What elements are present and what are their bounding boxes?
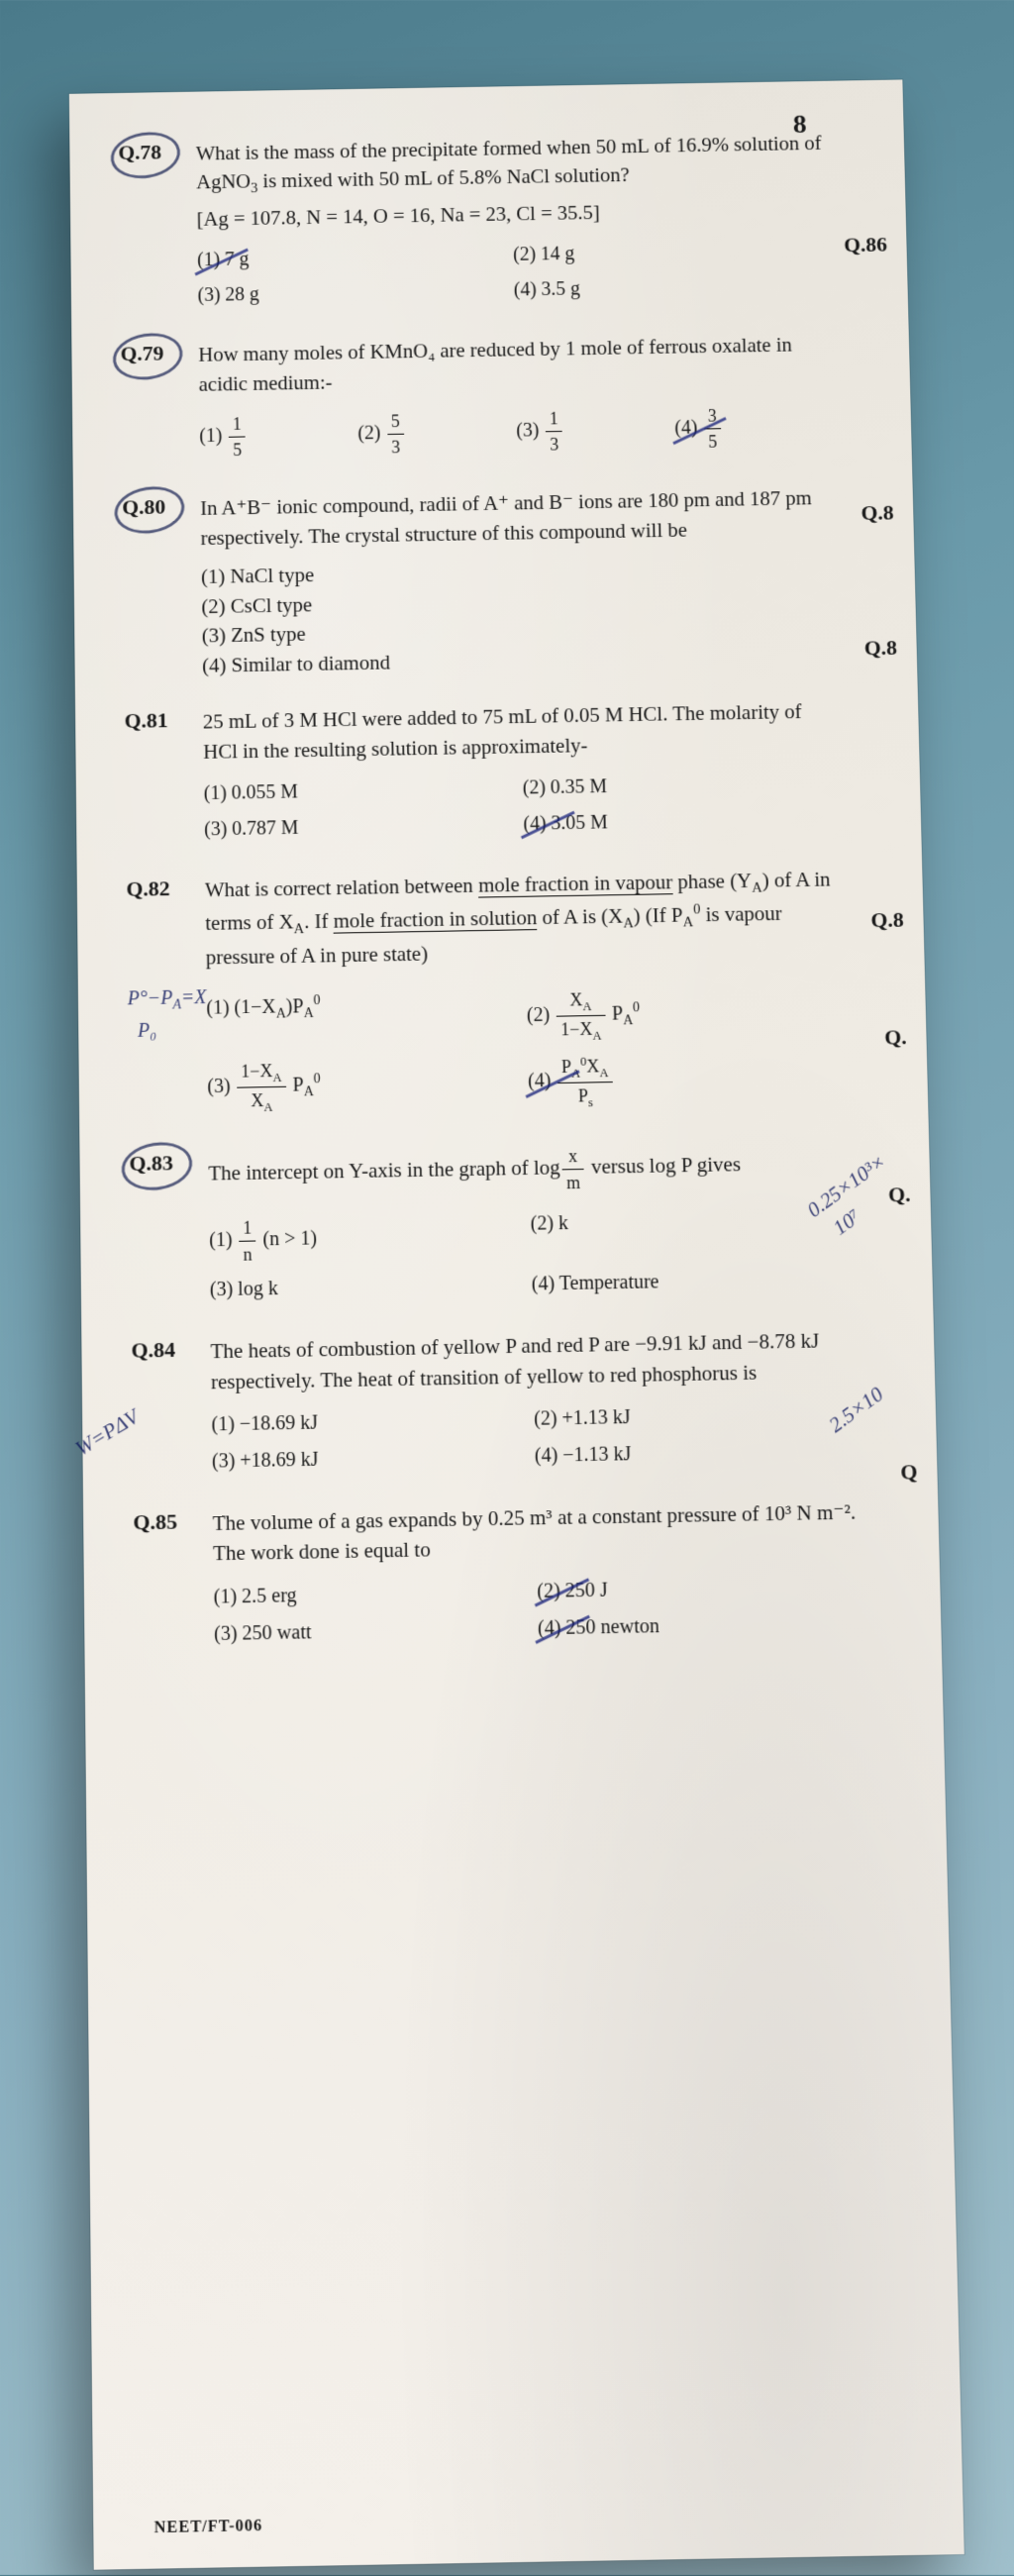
option-3: (3) +18.69 kJ [212,1438,535,1481]
option-2: (2) 14 g [513,233,830,273]
option-2: (2) 0.35 M [522,765,842,806]
option-1: (1) 1n (n > 1) [209,1206,532,1273]
option-2: (2) 250 J [537,1568,861,1610]
question-79: Q.79 How many moles of KMnO₄ are reduced… [120,330,843,468]
option-3: (3) 0.787 M [204,806,524,848]
right-q-label: Q.8 [863,635,897,661]
options: (1) 1n (n > 1) (2) k (3) log k (4) Tempe… [209,1200,854,1308]
q-text: The heats of combustion of yellow P and … [210,1325,858,1481]
option-3: (3) 28 g [197,273,514,314]
option-4: (4) 35 [674,397,834,459]
option-1: P°−PA=X P₀ (1) (1−XA)PA0 [206,984,527,1056]
option-1: (1) 15 [199,406,358,467]
q-number: Q.79 [120,341,194,366]
question-80: Q.80 In A⁺B⁻ ionic compound, radii of A⁺… [122,483,849,681]
option-1: (1) 7 g [197,238,514,278]
option-4: (4) PA0XAPs [528,1044,850,1116]
q-text: 25 mL of 3 M HCl were added to 75 mL of … [203,696,843,848]
option-2: (2) XA1−XA PA0 [526,979,848,1050]
q-text: How many moles of KMnO₄ are reduced by 1… [198,330,834,467]
options: (1) 2.5 erg (2) 250 J (3) 250 watt (4) 2… [213,1568,862,1653]
handwriting: P°−PA=X P₀ [128,984,208,1046]
options: (1) −18.69 kJ (2) +1.13 kJ (3) +18.69 kJ… [211,1395,858,1481]
question-82: Q.82 What is correct relation between mo… [126,864,859,1123]
option-1: (1) −18.69 kJ [211,1401,534,1444]
option-4: (4) −1.13 kJ [535,1432,859,1475]
option-2: (2) 53 [357,403,517,464]
option-4: (4) Temperature [531,1261,854,1303]
right-q-label: Q. [884,1024,907,1050]
q-number: Q.81 [125,707,200,734]
option-1: (1) 0.055 M [204,771,524,812]
option-2: (2) +1.13 kJ [534,1395,857,1438]
q-text: In A⁺B⁻ ionic compound, radii of A⁺ and … [200,483,839,680]
q-number: Q.85 [133,1508,209,1536]
option-1: (1) 2.5 erg [213,1574,537,1616]
option-3: (3) log k [210,1267,532,1309]
options: P°−PA=X P₀ (1) (1−XA)PA0 (2) XA1−XA PA0 … [206,979,849,1121]
q-number: Q.80 [122,494,196,521]
q-number: Q.78 [118,140,192,165]
right-q-label: Q [900,1459,918,1485]
footer-code: NEET/FT-006 [154,2518,263,2538]
question-83: Q.83 The intercept on Y-axis in the grap… [129,1138,863,1310]
q-text: What is correct relation between mole fr… [205,865,850,1122]
option-3: (3) 13 [516,400,675,462]
option-3: (3) 250 watt [214,1610,538,1653]
option-3: (3) 1−XAXA PA0 [207,1050,529,1122]
right-q-label: Q.86 [844,232,887,258]
options: (1) 0.055 M (2) 0.35 M (3) 0.787 M (4) 3… [204,765,844,848]
question-84: Q.84 The heats of combustion of yellow P… [131,1325,867,1482]
q-number: Q.83 [129,1150,204,1177]
q-number: Q.82 [126,876,201,902]
data-line: [Ag = 107.8, N = 14, O = 16, Na = 23, Cl… [196,194,828,234]
q-text: The volume of a gas expands by 0.25 m³ a… [213,1496,862,1653]
right-q-label: Q.8 [861,500,894,526]
options: (1) NaCl type (2) CsCl type (3) ZnS type… [201,552,839,680]
right-q-label: Q.8 [870,907,904,933]
question-85: Q.85 The volume of a gas expands by 0.25… [133,1496,871,1654]
q-number: Q.84 [131,1336,206,1363]
options: (1) 7 g (2) 14 g (3) 28 g (4) 3.5 g [197,233,830,314]
question-78: Q.78 What is the mass of the precipitate… [118,128,840,315]
q-text: The intercept on Y-axis in the graph of … [208,1138,854,1308]
option-2: (2) k [530,1200,853,1267]
options: (1) 15 (2) 53 (3) 13 (4) 35 [199,397,834,466]
q-text: What is the mass of the precipitate form… [196,129,831,314]
question-81: Q.81 25 mL of 3 M HCl were added to 75 m… [125,696,854,850]
option-4: (4) 250 newton [538,1604,862,1647]
handwriting: W=PΔV [69,1402,145,1464]
option-4: (4) 3.05 M [523,801,843,843]
option-4: (4) 3.5 g [513,267,830,308]
